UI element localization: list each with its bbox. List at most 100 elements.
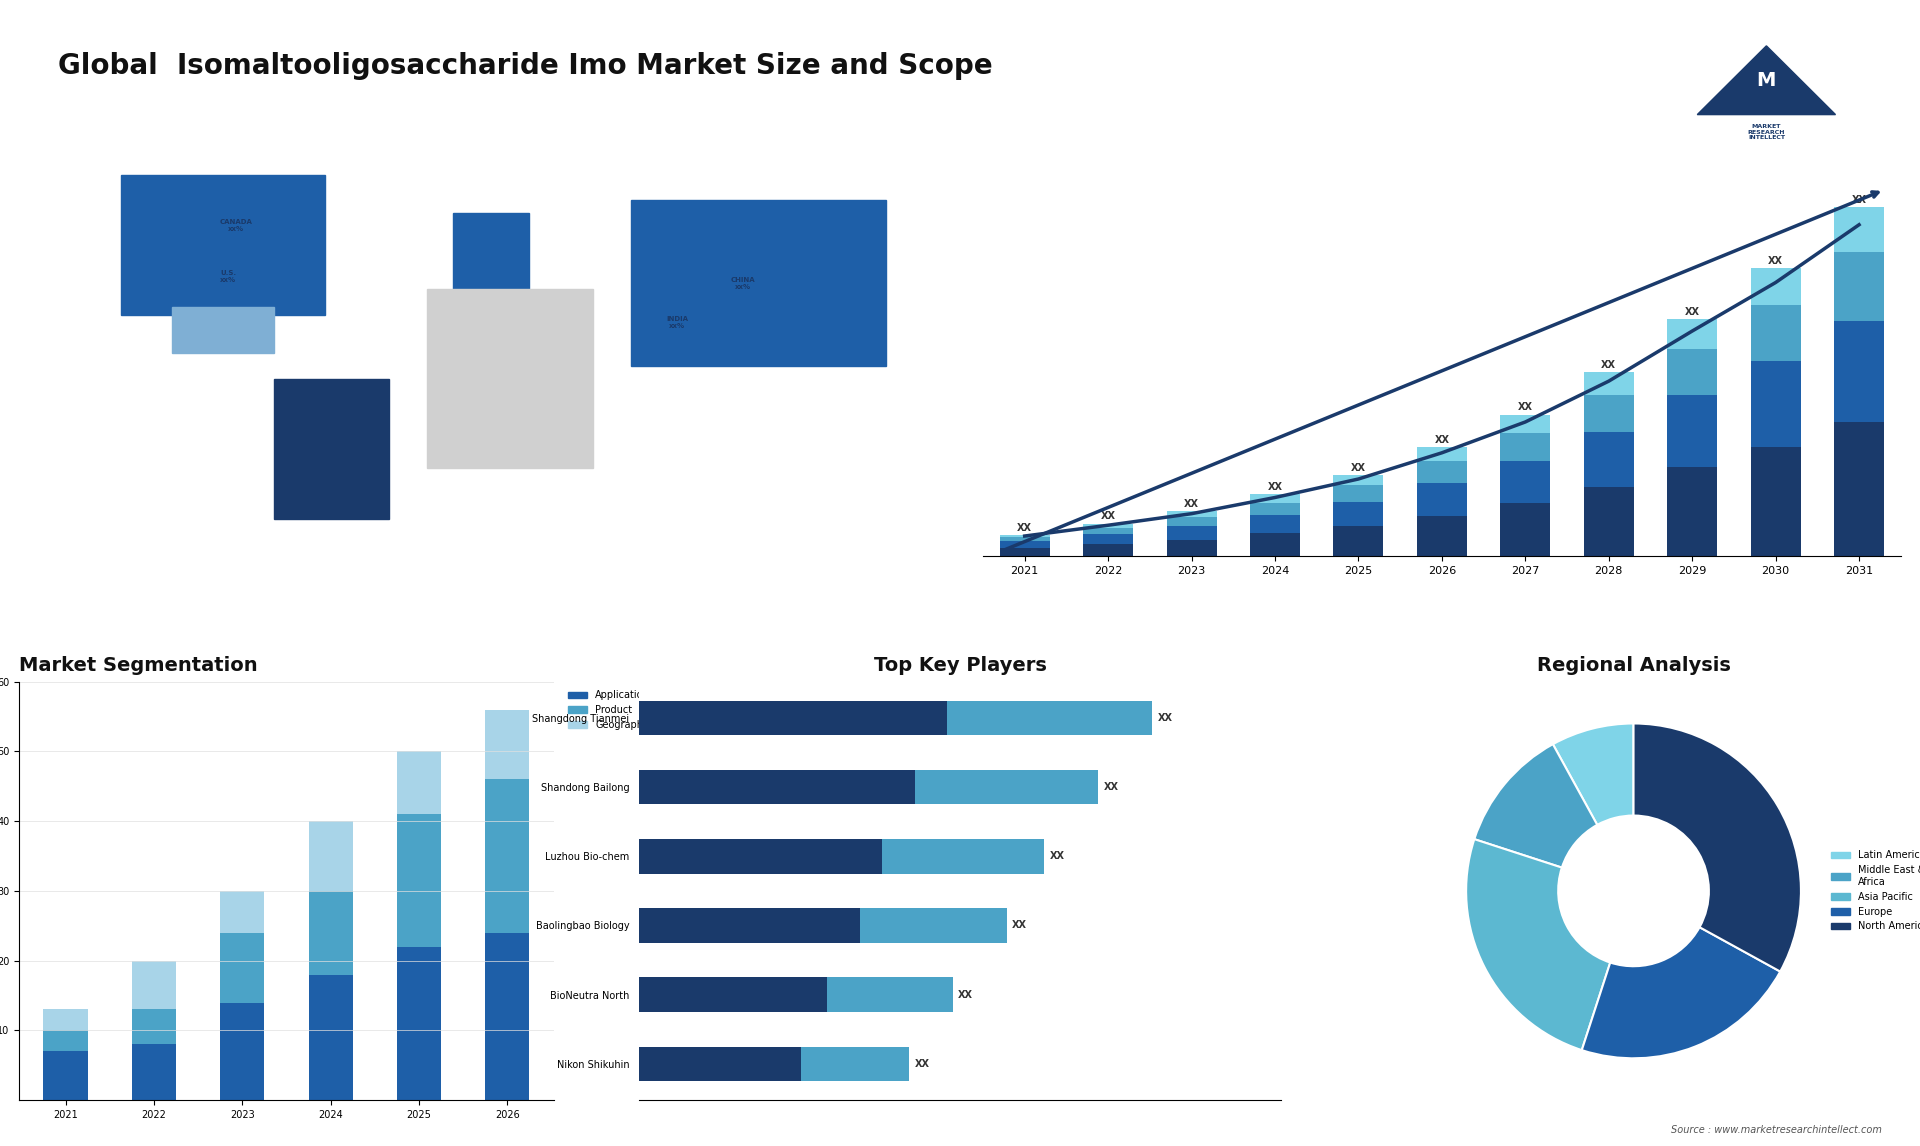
Bar [1584,432,1634,487]
Bar [632,201,885,366]
Bar [1417,484,1467,516]
Bar [1667,466,1716,556]
Bar [1167,517,1217,526]
Text: U.S.
xx%: U.S. xx% [221,269,236,283]
Text: Market Segmentation: Market Segmentation [19,656,257,675]
Bar [1250,503,1300,515]
Text: MARKET
RESEARCH
INTELLECT: MARKET RESEARCH INTELLECT [1747,124,1786,140]
Bar [1667,320,1716,350]
Bar [1500,461,1549,503]
Text: XX: XX [1434,435,1450,445]
Bar [1167,511,1217,517]
Bar [1250,533,1300,556]
Bar [1000,548,1050,556]
Bar [132,1044,177,1100]
Bar [132,1010,177,1044]
Bar [639,978,828,1012]
Text: XX: XX [1012,920,1027,931]
Bar [1332,526,1384,556]
Bar [44,1030,88,1051]
Bar [1584,395,1634,432]
Bar [1500,503,1549,556]
Text: XX: XX [1100,511,1116,521]
Bar [639,839,883,873]
Bar [1834,252,1884,321]
Text: XX: XX [914,1059,929,1069]
Text: CANADA
xx%: CANADA xx% [219,219,252,231]
Bar [1167,540,1217,556]
Bar [221,933,265,1003]
Legend: Latin America, Middle East &
Africa, Asia Pacific, Europe, North America: Latin America, Middle East & Africa, Asi… [1826,847,1920,935]
Text: XX: XX [1018,523,1033,533]
Bar [1584,487,1634,556]
Text: ARGENTINA
xx%: ARGENTINA xx% [290,463,336,477]
Bar [132,960,177,1010]
Bar [860,908,1006,943]
Bar [1000,537,1050,541]
Text: XX: XX [1684,307,1699,316]
Bar [639,908,860,943]
Bar [453,213,530,290]
Bar [486,933,530,1100]
Bar [828,978,952,1012]
Text: XX: XX [1158,713,1173,723]
Text: XX: XX [958,990,973,999]
Bar [397,947,442,1100]
Bar [1332,474,1384,486]
Bar [486,779,530,933]
Bar [801,1046,910,1081]
Bar [1332,502,1384,526]
Bar [1417,516,1467,556]
Text: XX: XX [1267,482,1283,492]
Bar [397,752,442,814]
Bar [1751,447,1801,556]
Bar [221,1003,265,1100]
Title: Regional Analysis: Regional Analysis [1536,656,1730,675]
Text: XX: XX [1185,499,1200,509]
Text: Source : www.marketresearchintellect.com: Source : www.marketresearchintellect.com [1670,1124,1882,1135]
Wedge shape [1582,927,1780,1058]
Bar [1167,526,1217,540]
Bar [639,770,914,804]
Text: CHINA
xx%: CHINA xx% [732,277,756,290]
Bar [1083,524,1133,527]
Bar [1417,447,1467,461]
Wedge shape [1634,723,1801,972]
Bar [1083,544,1133,556]
Bar [1083,534,1133,544]
Bar [1250,515,1300,533]
Text: XX: XX [1768,256,1784,266]
Wedge shape [1467,839,1611,1050]
Text: XX: XX [1104,782,1119,792]
Bar [1417,461,1467,484]
Bar [1667,350,1716,395]
Bar [1834,321,1884,422]
Bar [1083,527,1133,534]
Bar [1751,268,1801,305]
Bar [639,1046,801,1081]
Wedge shape [1475,744,1597,868]
Bar [1834,422,1884,556]
Text: XX: XX [1519,402,1532,413]
Bar [1751,361,1801,447]
Text: XX: XX [1601,360,1617,369]
Bar [309,822,353,890]
Bar [639,700,947,736]
Bar [883,839,1044,873]
Bar [1584,372,1634,395]
Bar [426,290,593,468]
Text: M: M [1757,71,1776,89]
Bar [221,890,265,933]
Bar [1332,486,1384,502]
Bar [1250,494,1300,503]
Bar [1500,433,1549,461]
Bar [486,709,530,779]
Text: BRAZIL
xx%: BRAZIL xx% [324,398,351,410]
Text: XX: XX [1851,195,1866,205]
Bar [947,700,1152,736]
Bar [173,307,275,353]
Text: XX: XX [1352,463,1365,472]
Bar [397,814,442,947]
Text: Global  Isomaltooligosaccharide Imo Market Size and Scope: Global Isomaltooligosaccharide Imo Marke… [58,53,993,80]
Bar [1751,305,1801,361]
